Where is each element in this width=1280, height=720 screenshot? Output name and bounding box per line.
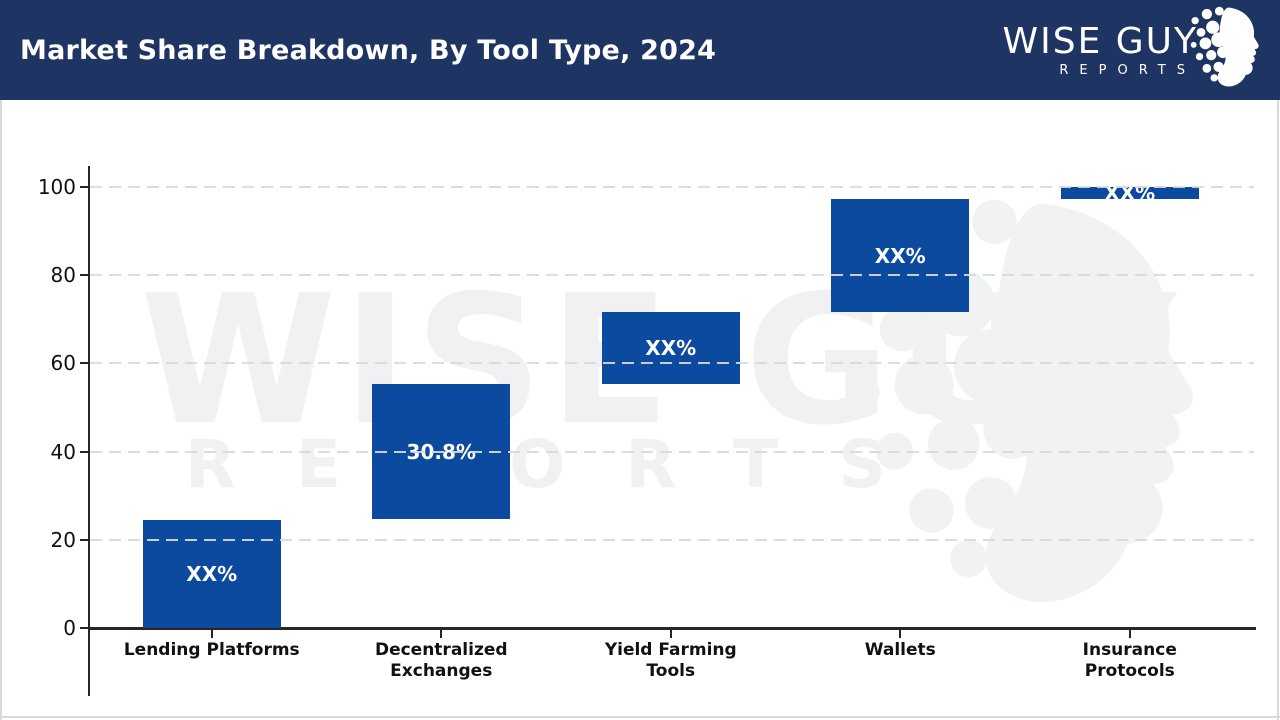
y-tick-mark-60: [80, 362, 88, 365]
x-tick-mark: [1128, 630, 1131, 638]
y-tick-label-60: 60: [50, 351, 76, 376]
bar-segment: XX%: [142, 519, 281, 628]
bar-segment: XX%: [1060, 181, 1199, 205]
y-tick-label-0: 0: [63, 616, 76, 640]
x-category-label: Lending Platforms: [123, 640, 300, 660]
bar-value-label: XX%: [186, 561, 238, 586]
bar-value-label: XX%: [645, 335, 697, 360]
y-tick-mark-40: [80, 450, 88, 453]
y-tick-mark-80: [80, 274, 88, 277]
x-category-label: Insurance Protocols: [1082, 640, 1177, 681]
gridline-80: [90, 274, 1254, 277]
gridline-40: [90, 450, 1254, 453]
waterfall-chart: XX% 30.8% XX% XX% XX% 0 20 40 60 80 100 Lending P…: [0, 100, 1280, 720]
gridline-100: [90, 186, 1254, 188]
gridline-60: [90, 362, 1254, 365]
gridline-20: [90, 538, 1254, 541]
dotted-head-profile-icon: [1190, 6, 1259, 87]
x-tick-mark: [669, 630, 672, 638]
header-bar: Market Share Breakdown, By Tool Type, 20…: [0, 0, 1280, 100]
logo-wordmark: WISE GUY: [1002, 20, 1198, 62]
bar-segment: XX%: [831, 198, 970, 313]
bar-value-label: XX%: [874, 243, 926, 268]
bar-value-label: XX%: [1104, 180, 1156, 205]
x-category-label: Decentralized Exchanges: [374, 640, 508, 681]
logo-text: WISE GUY REPORTS: [1002, 20, 1199, 78]
y-axis-line: [88, 166, 90, 696]
watermark-subtitle: REPORTS: [185, 426, 946, 503]
x-tick-mark: [899, 630, 902, 638]
wise-guy-reports-logo: WISE GUY REPORTS: [1003, 6, 1280, 94]
y-tick-label-40: 40: [50, 439, 76, 464]
page-left-rule: [0, 100, 2, 720]
x-tick-mark: [210, 630, 213, 638]
y-tick-mark-20: [80, 538, 88, 541]
page-bottom-rule: [0, 716, 1280, 718]
page-title: Market Share Breakdown, By Tool Type, 20…: [20, 34, 717, 66]
x-category-label: Yield Farming Tools: [604, 640, 737, 681]
x-axis-line: [88, 627, 1256, 630]
y-tick-label-100: 100: [37, 175, 76, 199]
logo-subtitle: REPORTS: [1059, 62, 1196, 78]
y-tick-mark-100: [80, 186, 88, 188]
x-category-label: Wallets: [864, 640, 936, 660]
x-tick-mark: [440, 630, 443, 638]
y-tick-label-20: 20: [50, 527, 76, 552]
page-right-rule: [1277, 100, 1279, 720]
bar-segment: XX%: [601, 312, 740, 384]
y-tick-mark-0: [80, 627, 88, 629]
y-tick-label-80: 80: [50, 263, 76, 288]
